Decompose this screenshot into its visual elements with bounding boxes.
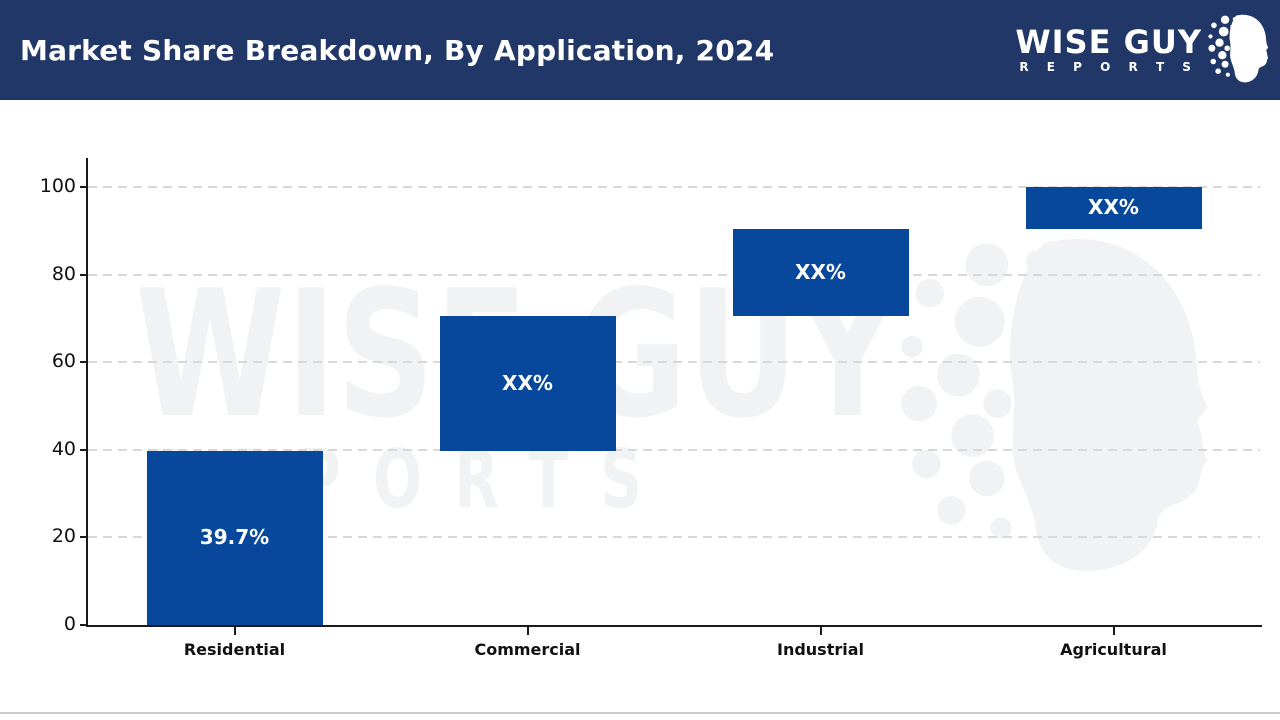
- bar-residential: [146, 451, 323, 625]
- x-axis-line: [86, 625, 1262, 627]
- y-tick-label-60: 60: [51, 350, 76, 373]
- gridline-60: [88, 361, 1260, 364]
- chart-title: Market Share Breakdown, By Application, …: [20, 33, 775, 67]
- y-axis-line: [86, 158, 88, 627]
- bottom-divider: [0, 712, 1280, 714]
- y-tick-60: [80, 361, 88, 364]
- y-tick-40: [80, 448, 88, 451]
- bar-industrial: [732, 229, 909, 317]
- gridline-40: [88, 448, 1260, 451]
- x-tick-commercial: [526, 627, 529, 635]
- x-tick-residential: [233, 627, 236, 635]
- logo-subtext: R E P O R T S: [1019, 60, 1198, 74]
- gridline-20: [88, 536, 1260, 539]
- bar-value-label-commercial: XX%: [502, 370, 553, 395]
- logo-text: WISE GUY R E P O R T S: [1015, 25, 1202, 75]
- dotted-profile-face-watermark: [901, 239, 1208, 571]
- wise-guy-logo: WISE GUY R E P O R T S: [1014, 8, 1274, 92]
- bar-value-label-industrial: XX%: [795, 259, 846, 284]
- x-tick-agricultural: [1112, 627, 1115, 635]
- y-tick-label-80: 80: [51, 262, 76, 285]
- y-tick-label-20: 20: [51, 525, 76, 548]
- y-tick-20: [80, 536, 88, 539]
- bar-value-label-agricultural: XX%: [1088, 195, 1139, 220]
- x-tick-label-agricultural: Agricultural: [1060, 640, 1167, 659]
- y-tick-label-40: 40: [51, 437, 76, 460]
- bar-commercial: [439, 316, 616, 452]
- bar-value-label-residential: 39.7%: [199, 525, 270, 550]
- y-tick-0: [80, 624, 88, 626]
- dotted-profile-face-icon: [1208, 14, 1269, 83]
- y-tick-label-100: 100: [39, 175, 76, 197]
- gridline-80: [88, 273, 1260, 276]
- y-tick-label-0: 0: [63, 613, 76, 635]
- x-tick-label-residential: Residential: [183, 640, 286, 659]
- y-tick-100: [80, 186, 88, 188]
- x-tick-industrial: [819, 627, 822, 635]
- header-bar: Market Share Breakdown, By Application, …: [0, 0, 1280, 100]
- gridline-100: [88, 186, 1260, 188]
- y-tick-80: [80, 273, 88, 276]
- bar-agricultural: [1025, 187, 1202, 230]
- x-tick-label-industrial: Industrial: [776, 640, 864, 659]
- logo-wordmark: WISE GUY: [1015, 23, 1202, 61]
- x-tick-label-commercial: Commercial: [474, 640, 581, 659]
